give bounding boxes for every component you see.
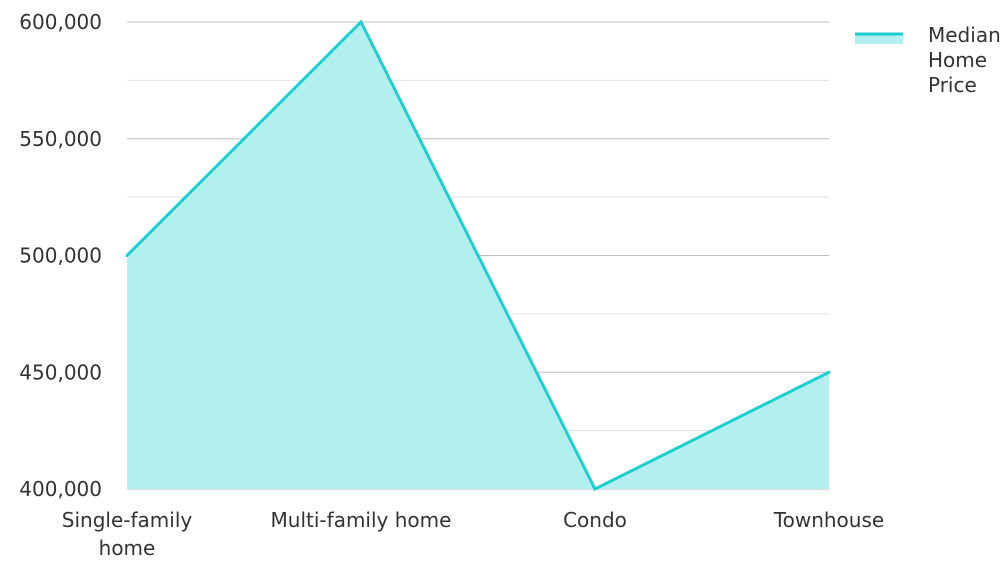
data-point-condo xyxy=(593,487,597,491)
legend-label-line-2: Home xyxy=(928,48,987,72)
y-tick-label: 400,000 xyxy=(19,477,102,501)
data-points xyxy=(125,20,831,491)
legend-label-line-3: Price xyxy=(928,73,977,97)
series-line-median-home-price xyxy=(125,19,830,492)
legend-swatch-fill xyxy=(855,34,903,44)
x-axis-tick-labels: Single-family home Multi-family home Condo T… xyxy=(62,508,884,560)
y-axis-tick-labels: 400,000 450,000 500,000 550,000 600,000 xyxy=(19,10,102,501)
data-point-multi-family-home xyxy=(359,20,363,24)
y-tick-label: 550,000 xyxy=(19,127,102,151)
y-tick-label: 500,000 xyxy=(19,244,102,268)
legend-label-line-1: Median xyxy=(928,23,1001,47)
data-point-townhouse xyxy=(827,370,831,374)
x-tick-label: Multi-family home xyxy=(271,508,452,532)
x-tick-label: Condo xyxy=(563,508,627,532)
x-tick-label: Single-family home xyxy=(62,508,193,560)
y-tick-label: 600,000 xyxy=(19,10,102,34)
legend: Median Home Price xyxy=(855,23,1003,97)
x-tick-label: Townhouse xyxy=(773,508,884,532)
y-tick-label: 450,000 xyxy=(19,360,102,384)
data-point-single-family-home xyxy=(125,254,129,257)
legend-label: Median Home Price xyxy=(928,23,1003,97)
